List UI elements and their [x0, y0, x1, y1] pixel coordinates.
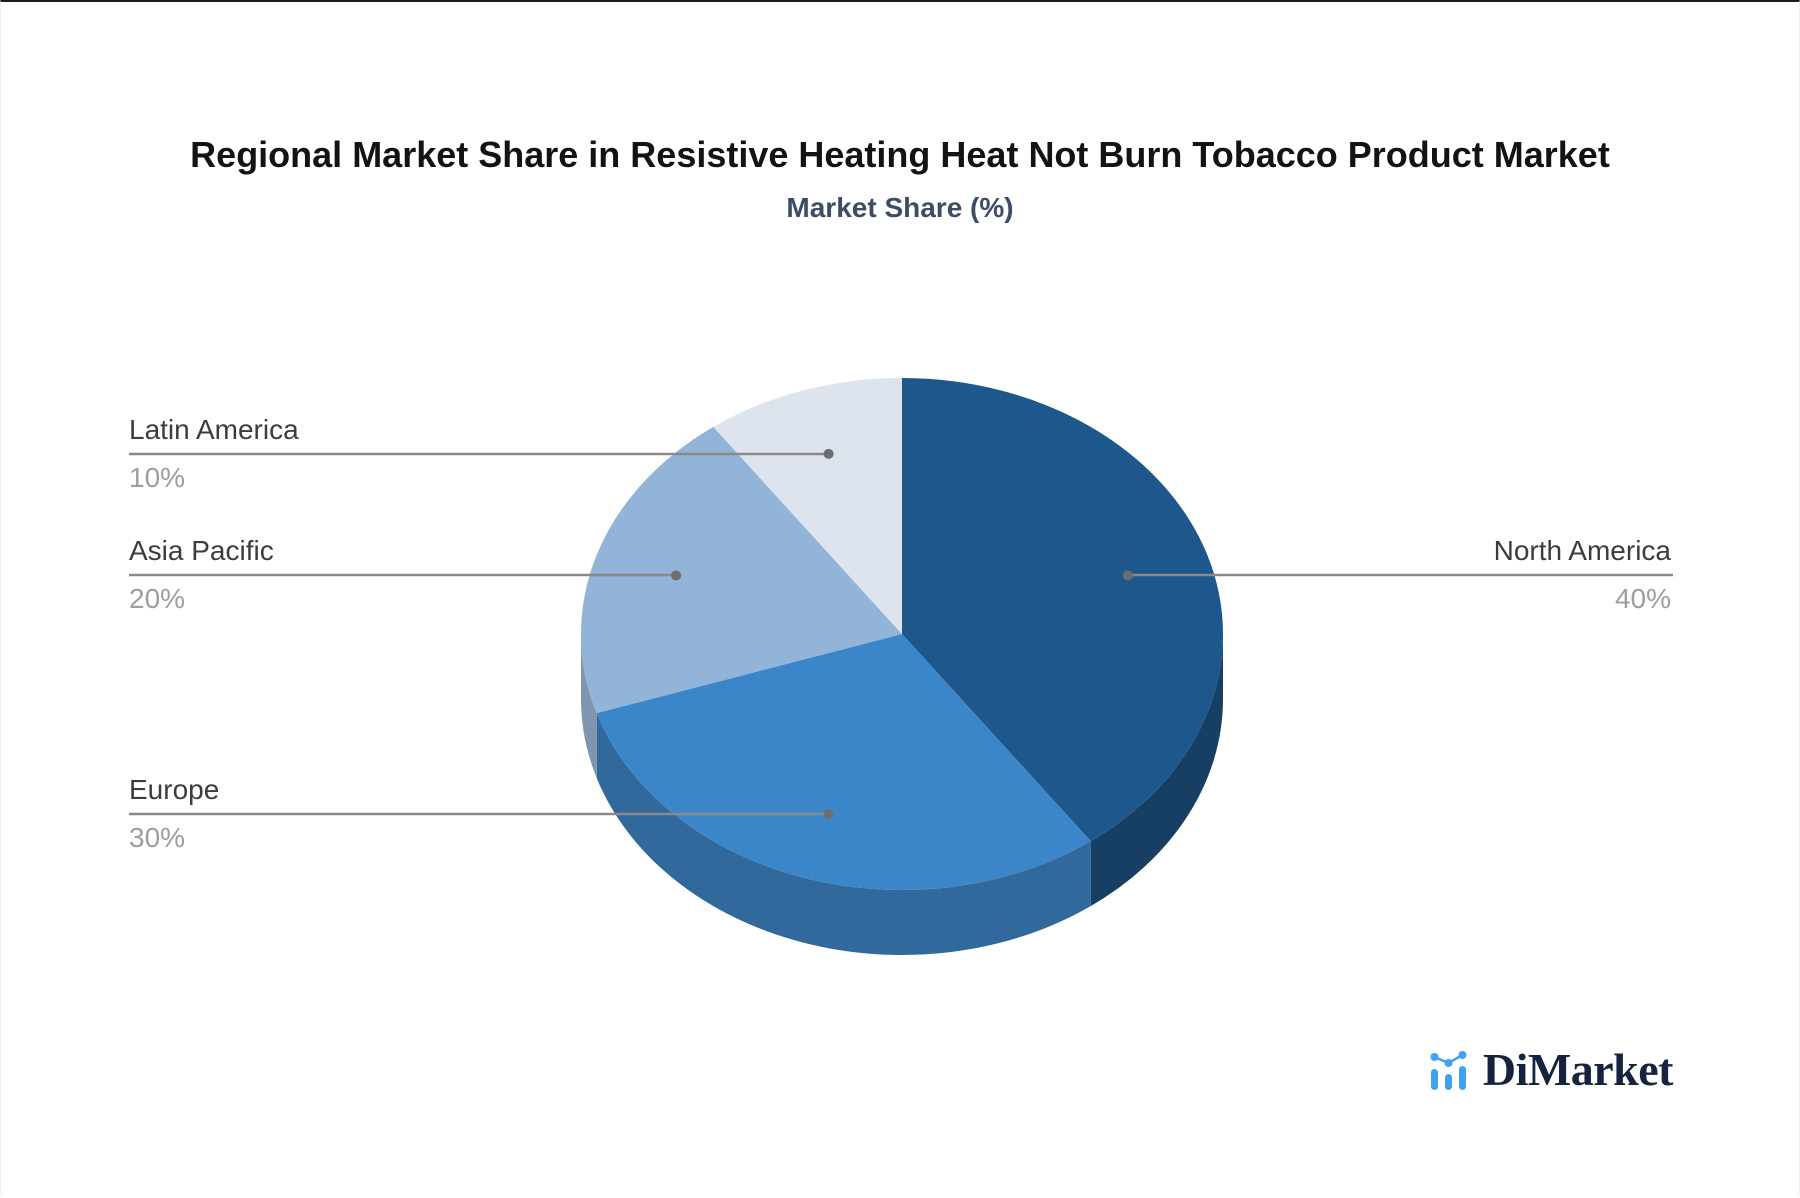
pie-slice-side-north-america [1090, 634, 1223, 907]
slice-percentage-asia-pacific: 20% [129, 583, 186, 614]
pie-slice-north-america [902, 378, 1224, 842]
callout-dot-north-america [1122, 570, 1133, 581]
pie-slice-europe [596, 634, 1091, 891]
slice-label-asia-pacific: Asia Pacific [129, 535, 274, 566]
slice-percentage-north-america: 40% [1614, 583, 1671, 614]
brand-logo-text: DiMarket [1482, 1044, 1674, 1095]
pie-slice-asia-pacific [580, 426, 902, 714]
pie-slice-side-asia-pacific [581, 634, 597, 779]
slice-percentage-latin-america: 10% [129, 462, 186, 493]
logo-dot [1430, 1053, 1439, 1061]
slice-label-latin-america: Latin America [129, 414, 299, 445]
callout-dot-asia-pacific [671, 570, 682, 581]
slice-label-north-america: North America [1493, 535, 1671, 566]
slice-percentage-europe: 30% [129, 822, 186, 853]
slice-label-europe: Europe [129, 774, 220, 805]
callout-dot-latin-america [823, 448, 834, 459]
pie-slice-latin-america [713, 378, 902, 634]
chart-subtitle: Market Share (%) [786, 192, 1014, 223]
bar-chart-icon [1430, 1051, 1467, 1090]
logo-bar [1444, 1074, 1452, 1090]
pie-slice-side-europe [596, 713, 1091, 956]
chart-title: Regional Market Share in Resistive Heati… [190, 134, 1610, 175]
callout-dot-europe [823, 809, 834, 820]
logo-dot [1458, 1051, 1467, 1059]
logo-dot [1444, 1059, 1453, 1067]
logo-bar [1430, 1069, 1438, 1090]
logo-bar [1458, 1066, 1466, 1090]
brand-logo: DiMarket [1426, 1042, 1674, 1098]
